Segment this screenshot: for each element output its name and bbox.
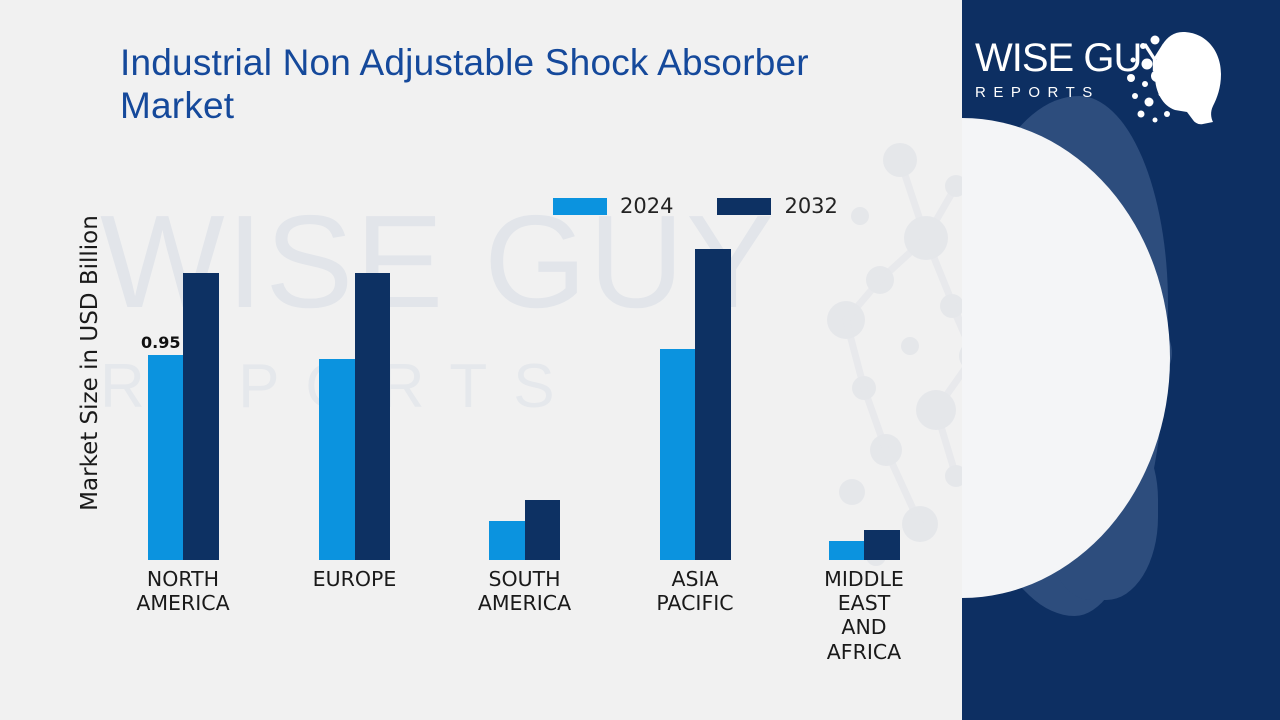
bar-2024-4[interactable] [659,348,695,560]
x-axis-tick-label: SOUTH AMERICA [477,567,572,616]
legend-label-2024: 2024 [620,194,674,218]
x-axis-tick-label: NORTH AMERICA [136,567,230,616]
legend-item-2032[interactable]: 2032 [717,194,838,218]
bar-value-label: 0.95 [141,332,181,352]
brand-logo[interactable]: WISE GUY REPORTS [975,32,1221,125]
legend-item-2024[interactable]: 2024 [553,194,673,218]
legend-label-2032: 2032 [784,194,838,218]
x-axis-tick-label: ASIA PACIFIC [656,567,734,616]
x-axis-tick-label: MIDDLE EAST AND AFRICA [824,567,904,664]
bar-2032-3[interactable] [524,499,560,560]
bar-2032-5[interactable] [864,529,900,560]
logo-sub-text: REPORTS [975,84,1100,101]
dotted-head-profile-icon [1127,32,1221,125]
legend-swatch-2032 [717,197,772,215]
bar-2024-3[interactable] [489,521,525,560]
page-title: Industrial Non Adjustable Shock Absorber… [120,42,809,126]
bar-2032-4[interactable] [695,249,731,560]
bar-2024-5[interactable] [828,540,864,560]
bar-2032-2[interactable] [354,273,390,560]
bar-2032-1[interactable] [183,273,219,560]
legend-swatch-2024 [553,197,607,215]
x-axis-tick-label: EUROPE [312,567,397,591]
logo-main-text: WISE GUY [975,36,1168,80]
bar-2024-1[interactable] [147,355,183,560]
plot-area: NORTH AMERICA EUROPE SOUTH AMERICA ASIA PAC… [136,249,904,664]
brand-panel [962,0,1280,720]
bar-2024-2[interactable] [319,359,355,560]
chart-legend: 2024 2032 [553,194,838,218]
